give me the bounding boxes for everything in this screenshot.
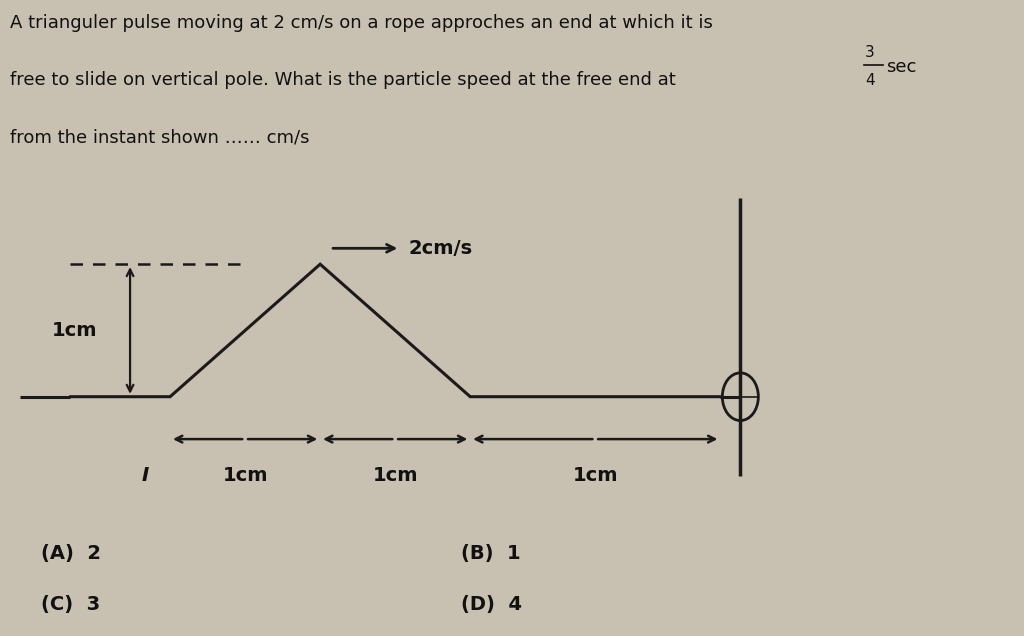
Text: 2cm/s: 2cm/s <box>409 238 472 258</box>
Text: 1cm: 1cm <box>52 321 97 340</box>
Text: free to slide on vertical pole. What is the particle speed at the free end at: free to slide on vertical pole. What is … <box>10 71 676 89</box>
Text: (A)  2: (A) 2 <box>41 544 101 563</box>
Text: 1cm: 1cm <box>373 466 418 485</box>
Text: (D)  4: (D) 4 <box>461 595 522 614</box>
Text: I: I <box>141 466 148 485</box>
Text: 3: 3 <box>865 45 876 60</box>
Text: (C)  3: (C) 3 <box>41 595 100 614</box>
Text: 4: 4 <box>865 73 874 88</box>
Text: sec: sec <box>886 58 916 76</box>
Text: 1cm: 1cm <box>572 466 618 485</box>
Text: 1cm: 1cm <box>222 466 268 485</box>
Text: A trianguler pulse moving at 2 ​cm/s on a rope approches an end at which it is: A trianguler pulse moving at 2 ​cm/s on … <box>10 14 713 32</box>
Text: (B)  1: (B) 1 <box>461 544 520 563</box>
Text: from the instant shown …… cm/s: from the instant shown …… cm/s <box>10 128 309 146</box>
